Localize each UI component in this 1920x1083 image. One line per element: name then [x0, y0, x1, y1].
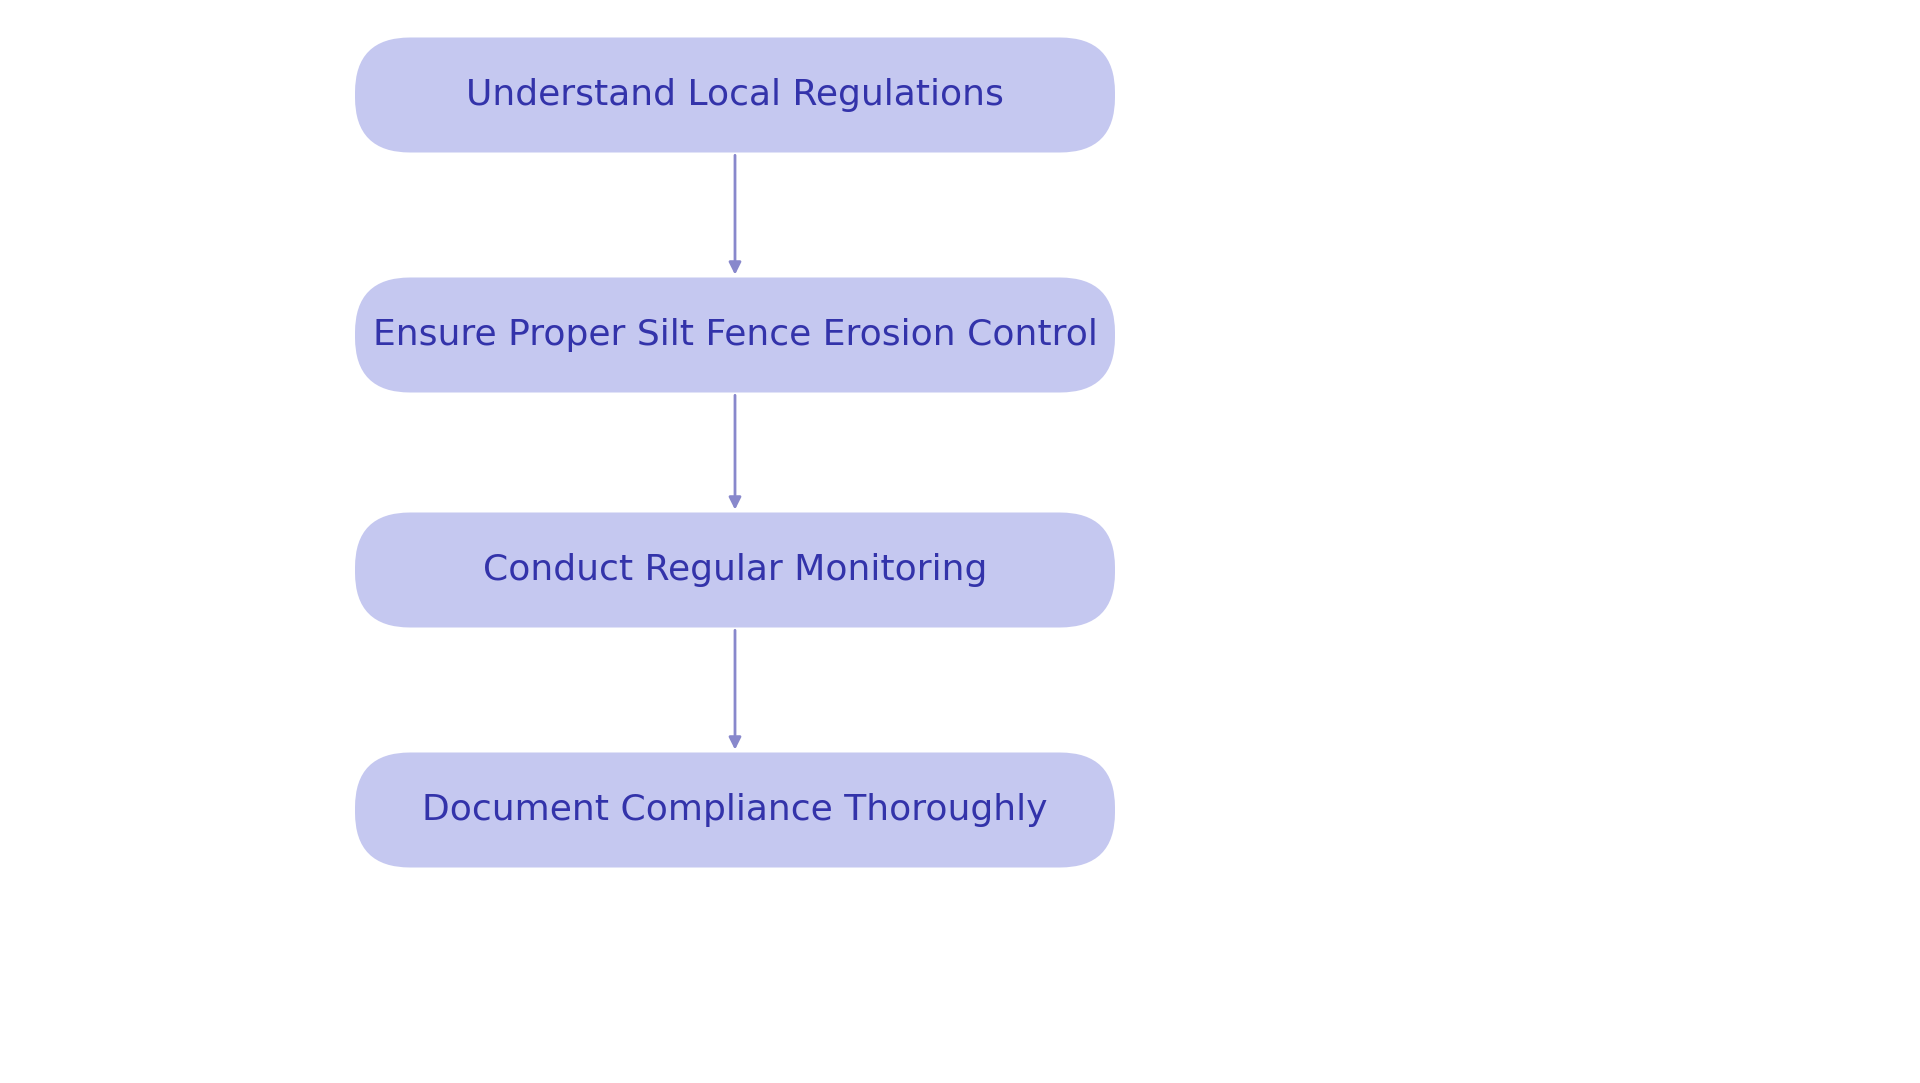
Text: Conduct Regular Monitoring: Conduct Regular Monitoring: [482, 553, 987, 587]
Text: Document Compliance Thoroughly: Document Compliance Thoroughly: [422, 793, 1048, 827]
FancyBboxPatch shape: [355, 512, 1116, 627]
FancyBboxPatch shape: [355, 277, 1116, 392]
FancyBboxPatch shape: [355, 753, 1116, 867]
FancyBboxPatch shape: [355, 38, 1116, 153]
Text: Understand Local Regulations: Understand Local Regulations: [467, 78, 1004, 112]
Text: Ensure Proper Silt Fence Erosion Control: Ensure Proper Silt Fence Erosion Control: [372, 318, 1098, 352]
